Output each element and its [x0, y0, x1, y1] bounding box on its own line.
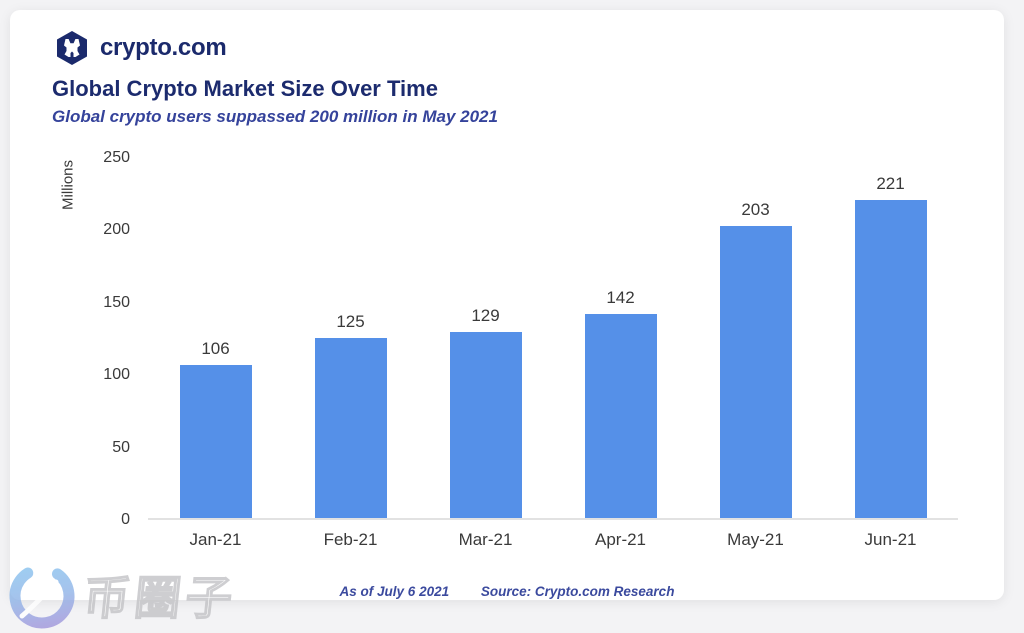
- bar-column: 106: [148, 158, 283, 518]
- bar-mar-21: [449, 332, 522, 518]
- x-axis-tick-label: Jun-21: [864, 530, 917, 549]
- bar-feb-21: [314, 338, 387, 518]
- x-axis-tick-label: Mar-21: [458, 530, 513, 549]
- bar-value-label: 129: [471, 306, 500, 326]
- y-axis-tick-label: 100: [103, 366, 130, 384]
- bar-value-label: 106: [201, 339, 230, 359]
- bar-value-label: 203: [741, 199, 770, 219]
- bar-column: 221: [823, 158, 958, 518]
- bar-may-21: [719, 225, 792, 518]
- bar-column: 142: [553, 158, 688, 518]
- x-axis-tick-label: Jan-21: [189, 530, 242, 549]
- bar-value-label: 221: [876, 173, 905, 193]
- bar-jan-21: [179, 365, 252, 518]
- x-axis-labels: Jan-21 Feb-21 Mar-21 Apr-21 May-21 Jun-21: [148, 530, 958, 550]
- chart-title: Global Crypto Market Size Over Time: [52, 76, 438, 101]
- brand-name: crypto.com: [100, 34, 227, 61]
- bar-value-label: 125: [336, 312, 365, 331]
- y-axis-tick-label: 0: [121, 511, 130, 528]
- footnote: As of July 6 2021 Source: Crypto.com Res…: [10, 584, 1004, 599]
- brand-row: crypto.com: [54, 30, 227, 66]
- chart-subtitle: Global crypto users suppassed 200 millio…: [52, 107, 498, 126]
- x-axis-tick-label: Feb-21: [323, 530, 378, 549]
- x-axis-tick-label: May-21: [727, 530, 784, 549]
- y-axis-tick-label: 200: [103, 221, 130, 239]
- x-axis-tick-label: Apr-21: [594, 530, 647, 549]
- y-axis-tick-label: 50: [112, 438, 130, 456]
- y-axis-tick-label: 250: [103, 149, 130, 166]
- plot-area: 106 125 129 142 203 221: [148, 158, 958, 520]
- bar-jun-21: [854, 199, 927, 518]
- source-credit: Source: Crypto.com Research: [480, 584, 675, 599]
- bar-apr-21: [584, 313, 657, 518]
- y-axis-ticks: 0 50 100 150 200 250: [10, 149, 130, 528]
- crypto-com-logo-icon: [57, 31, 87, 65]
- as-of-date: As of July 6 2021: [339, 584, 450, 599]
- y-axis-tick-label: 150: [103, 293, 130, 311]
- chart-card: crypto.com Global Crypto Market Size Ove…: [10, 10, 1004, 600]
- bar-column: 129: [418, 158, 553, 518]
- bar-column: 125: [283, 158, 418, 518]
- bar-column: 203: [688, 158, 823, 518]
- bar-value-label: 142: [606, 287, 635, 307]
